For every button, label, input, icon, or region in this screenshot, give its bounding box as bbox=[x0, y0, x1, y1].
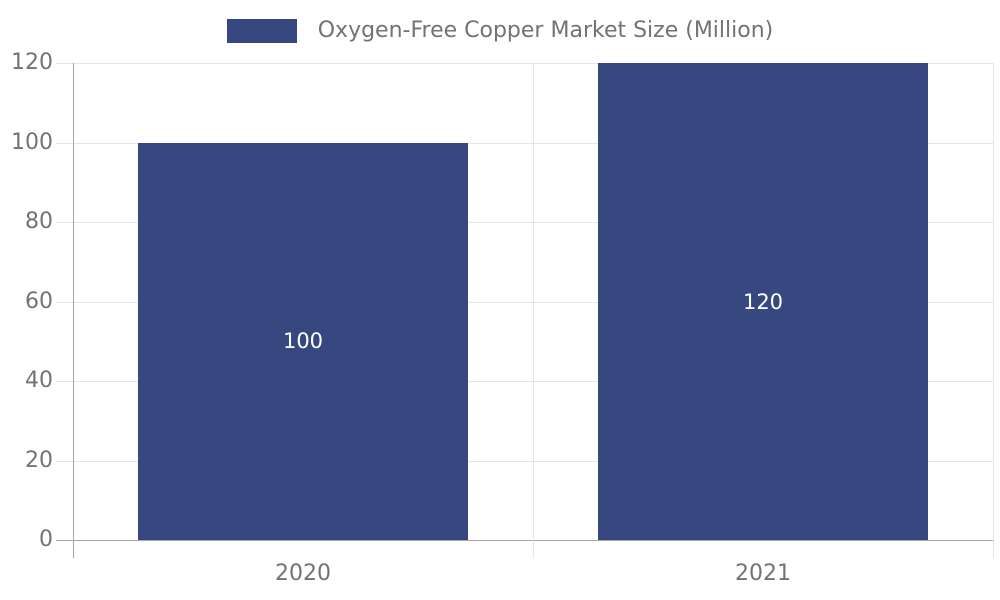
x-gridline bbox=[533, 63, 534, 558]
y-axis-line bbox=[73, 63, 74, 558]
y-tick-mark bbox=[56, 540, 73, 541]
x-axis-tick-label: 2021 bbox=[735, 561, 791, 586]
x-gridline bbox=[993, 63, 994, 558]
y-tick-mark bbox=[56, 460, 73, 462]
y-axis-tick-label: 40 bbox=[25, 368, 53, 393]
y-axis-tick-label: 60 bbox=[25, 288, 53, 314]
y-axis-tick-label: 0 bbox=[39, 527, 53, 552]
y-tick-mark bbox=[56, 142, 73, 144]
y-tick-mark bbox=[56, 222, 73, 223]
legend[interactable]: Oxygen-Free Copper Market Size (Million) bbox=[0, 17, 1000, 45]
y-tick-mark bbox=[56, 63, 73, 64]
legend-label: Oxygen-Free Copper Market Size (Million) bbox=[317, 18, 774, 43]
legend-swatch bbox=[226, 19, 297, 43]
bar-value-label: 100 bbox=[282, 329, 324, 354]
bar-2020 bbox=[138, 142, 468, 540]
y-axis-tick-label: 100 bbox=[11, 129, 53, 155]
y-axis-tick-label: 20 bbox=[25, 447, 53, 473]
y-tick-mark bbox=[56, 381, 73, 382]
y-axis-tick-label: 120 bbox=[11, 50, 53, 75]
bar-value-label: 120 bbox=[742, 289, 784, 314]
y-tick-mark bbox=[56, 301, 73, 303]
x-axis-tick-label: 2020 bbox=[275, 561, 331, 586]
y-axis-tick-label: 80 bbox=[25, 209, 53, 234]
bar-2021 bbox=[598, 63, 928, 540]
